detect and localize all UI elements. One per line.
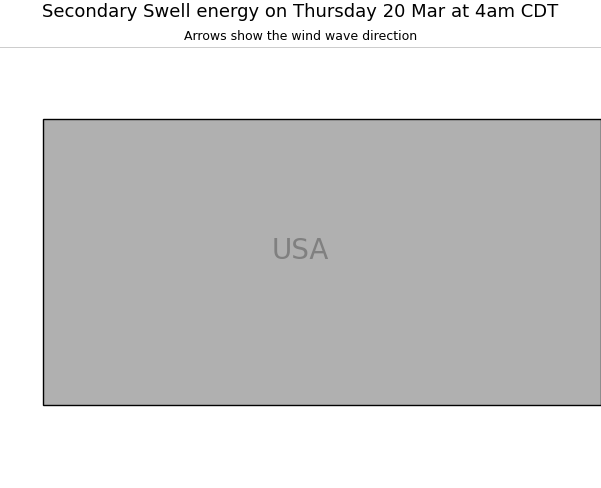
Text: USA: USA (272, 237, 329, 264)
Bar (43, 120, 601, 405)
Text: Secondary Swell energy on Thursday 20 Mar at 4am CDT: Secondary Swell energy on Thursday 20 Ma… (43, 3, 558, 21)
Text: Arrows show the wind wave direction: Arrows show the wind wave direction (184, 30, 417, 43)
